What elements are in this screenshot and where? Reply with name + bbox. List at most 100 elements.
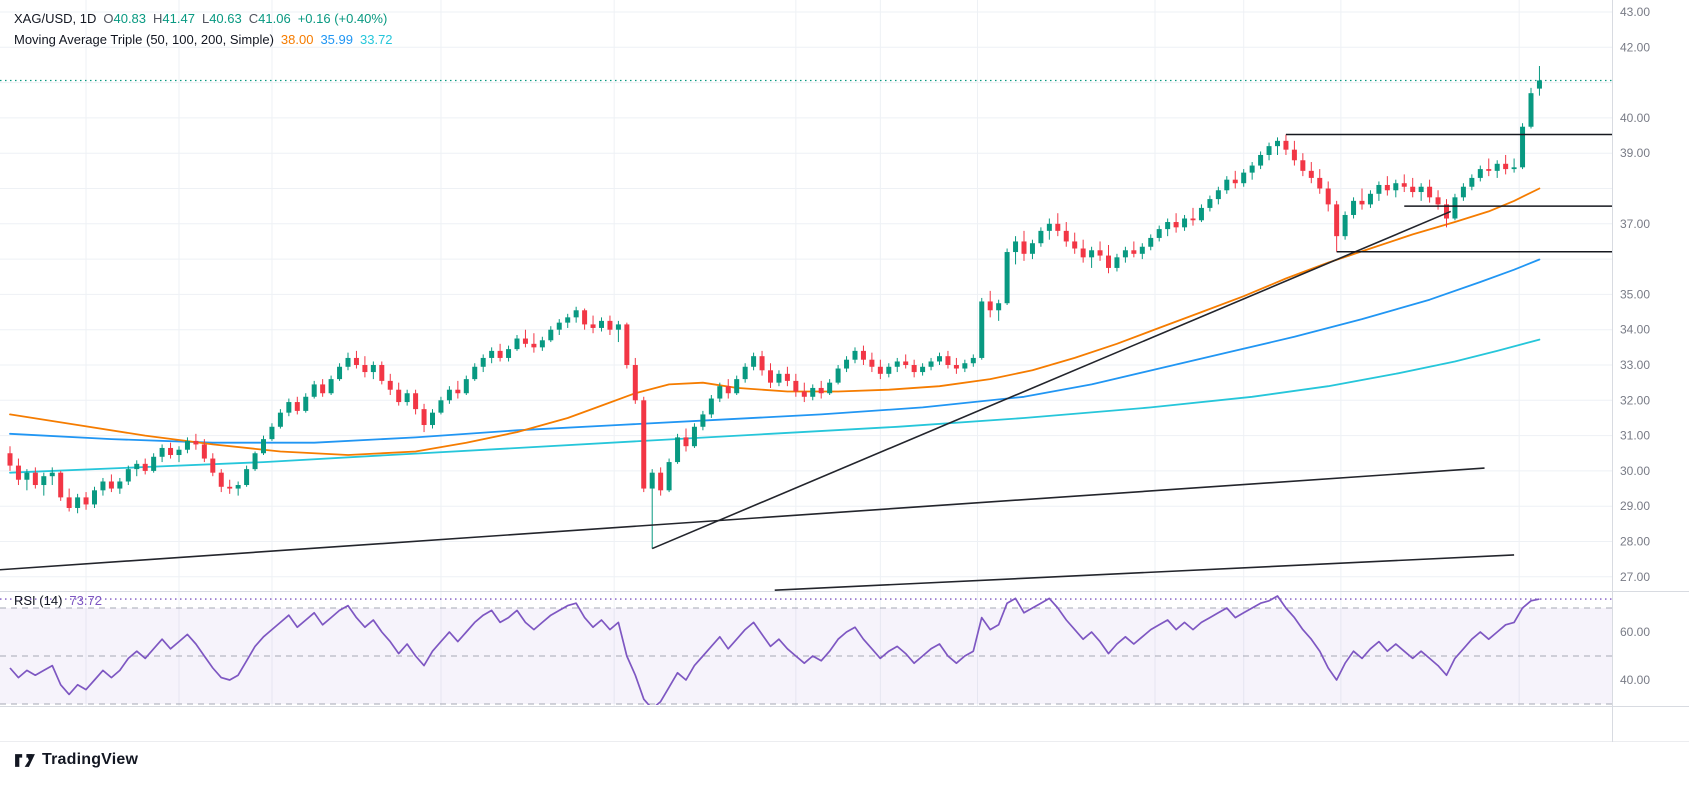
candle-body — [100, 481, 106, 491]
candle-body — [125, 469, 131, 482]
candle-body — [818, 387, 824, 394]
symbol-title[interactable]: XAG/USD, 1D — [14, 11, 97, 26]
candle-body — [252, 453, 258, 470]
chart-canvas[interactable]: 43.00 42.00 40.00 39.00 37.00 35.00 34.00 33.00… — [0, 0, 1689, 743]
candle-body — [776, 373, 782, 383]
candle-body — [632, 365, 638, 401]
candle-body — [582, 310, 588, 325]
candle-body — [1291, 149, 1297, 161]
ohlc-values: O40.83 H41.47 L40.63 C41.06 — [96, 11, 290, 26]
candle-body — [244, 469, 250, 486]
candle-body — [455, 389, 461, 394]
candle-body — [7, 453, 13, 466]
candle-body — [1089, 250, 1095, 258]
ma-indicator-title[interactable]: Moving Average Triple (50, 100, 200, Sim… — [14, 32, 274, 47]
ohlc-value: 41.06 — [258, 11, 291, 26]
candle-body — [1013, 241, 1019, 253]
candle-body — [134, 463, 140, 470]
sma-200-line[interactable] — [9, 338, 1541, 474]
price-rays[interactable] — [1285, 133, 1612, 253]
rsi-line[interactable] — [9, 595, 1540, 709]
candle-body — [877, 366, 883, 374]
candle-body — [725, 386, 731, 394]
candle-body — [66, 497, 72, 508]
tradingview-branding[interactable]: TradingView — [14, 751, 138, 769]
candle-body — [1258, 154, 1264, 166]
candle-body — [768, 370, 773, 383]
candle-body — [159, 447, 165, 457]
candle-body — [24, 472, 30, 480]
candle-body — [1198, 207, 1204, 221]
candle-body — [108, 481, 114, 489]
candle-body — [184, 440, 190, 450]
sma-100-line[interactable] — [9, 258, 1541, 444]
candle-body — [201, 444, 207, 459]
candle-body — [970, 357, 976, 364]
candle-body — [742, 366, 748, 380]
candle-body — [1148, 237, 1154, 247]
rsi-legend[interactable]: RSI (14) 73.72 — [14, 593, 102, 608]
candle-body — [151, 456, 157, 471]
candle-body — [117, 481, 123, 489]
candle-body — [261, 439, 266, 454]
candle-body — [1241, 172, 1247, 184]
candle-body — [1444, 204, 1449, 219]
ohlc-label: C — [248, 11, 259, 26]
ma-legend-row[interactable]: Moving Average Triple (50, 100, 200, Sim… — [14, 29, 393, 50]
candle-body — [1072, 241, 1078, 249]
candle-body — [751, 356, 757, 367]
trendlines[interactable] — [0, 210, 1515, 592]
candle-body — [1334, 204, 1340, 237]
candle-body — [1494, 163, 1500, 171]
candle-body — [1207, 199, 1213, 208]
candle-body — [1131, 250, 1137, 254]
candle-body — [446, 389, 452, 401]
candle-body — [320, 384, 326, 394]
rsi-indicator-title[interactable]: RSI (14) — [14, 593, 63, 608]
price-tick-label: 35.00 — [1620, 287, 1650, 301]
candle-body — [784, 373, 790, 381]
candle-body — [15, 465, 21, 480]
candle-body — [353, 357, 359, 366]
ma-current-value: 38.00 — [280, 32, 314, 47]
price-tick-label: 39.00 — [1620, 146, 1650, 160]
rsi-tick-label: 60.00 — [1620, 625, 1650, 639]
price-tick-label: 33.00 — [1620, 358, 1650, 372]
price-axis[interactable]: 43.00 42.00 40.00 39.00 37.00 35.00 34.00 33.00… — [1620, 5, 1650, 687]
candle-body — [658, 472, 664, 491]
sma-50-line[interactable] — [9, 187, 1541, 456]
candle-body — [1114, 257, 1120, 268]
candle-body — [210, 458, 216, 473]
candle-body — [1038, 230, 1044, 244]
candle-body — [1283, 140, 1289, 150]
price-tick-label: 27.00 — [1620, 570, 1650, 584]
ma-values: 38.00 35.99 33.72 — [274, 32, 393, 47]
candle-body — [480, 357, 486, 367]
price-tick-label: 43.00 — [1620, 5, 1650, 19]
candle-body — [691, 426, 697, 447]
price-tick-label: 37.00 — [1620, 217, 1650, 231]
candle-body — [1029, 243, 1035, 254]
symbol-legend-row[interactable]: XAG/USD, 1D O40.83 H41.47 L40.63 C41.06 +0.16… — [14, 8, 393, 29]
price-tick-label: 42.00 — [1620, 40, 1650, 54]
candlesticks[interactable] — [7, 66, 1542, 549]
candle-body — [962, 363, 968, 369]
candle-body — [1063, 230, 1069, 242]
candle-body — [937, 356, 942, 362]
candle-body — [1190, 218, 1196, 221]
candle-body — [607, 320, 613, 330]
trendline — [651, 210, 1452, 550]
price-tick-label: 31.00 — [1620, 429, 1650, 443]
candle-body — [1418, 186, 1424, 193]
candle-body — [311, 384, 317, 397]
candle-body — [920, 366, 926, 373]
candle-body — [1317, 177, 1323, 189]
price-tick-label: 32.00 — [1620, 393, 1650, 407]
candle-body — [852, 350, 858, 360]
candle-body — [860, 350, 866, 360]
candle-body — [75, 497, 81, 508]
candle-body — [1511, 167, 1517, 170]
candle-body — [1520, 126, 1526, 168]
rsi-band — [0, 607, 1612, 705]
candle-body — [979, 301, 985, 358]
